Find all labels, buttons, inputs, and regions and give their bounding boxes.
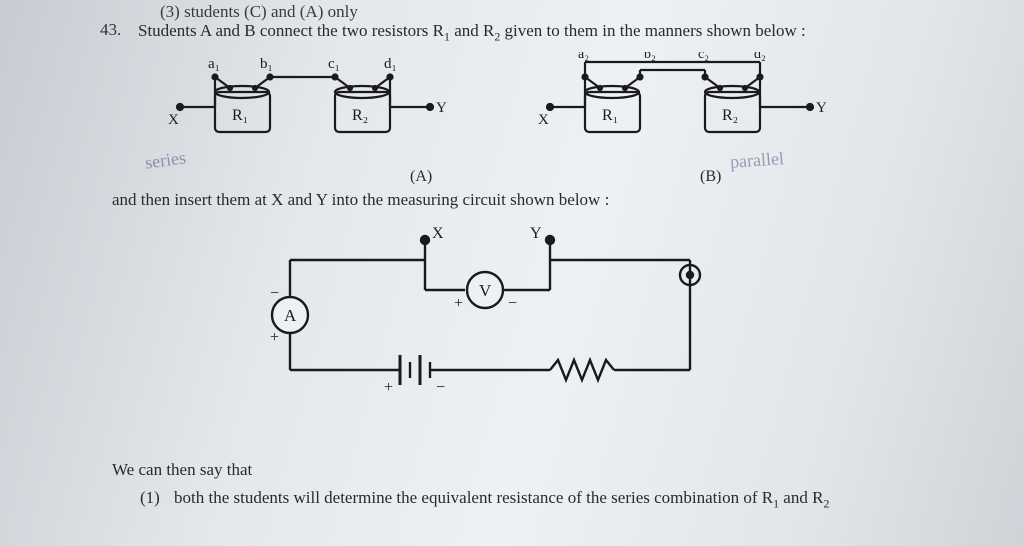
circuit-svg: A − + X Y V + −	[250, 220, 730, 410]
battery-plus: +	[384, 379, 393, 396]
voltmeter-label: V	[479, 281, 492, 300]
option-1-number: (1)	[140, 488, 166, 511]
diagA-b1: b₁	[260, 56, 273, 72]
diagA-R2: R₂	[352, 107, 368, 124]
qt-a: Students A and B connect the two resisto…	[138, 21, 444, 40]
battery-minus: −	[436, 379, 445, 396]
ammeter-minus: −	[270, 285, 279, 302]
page-scan: (3) students (C) and (A) only 43. Studen…	[0, 0, 1024, 546]
voltmeter-minus: −	[508, 295, 517, 312]
opt1-s2: 2	[823, 496, 829, 510]
ammeter-label: A	[284, 306, 297, 325]
ammeter-plus: +	[270, 329, 279, 346]
diagA-c1: c₁	[328, 56, 340, 72]
diagram-b-label: (B)	[700, 168, 721, 186]
diagA-d1: d₁	[384, 56, 397, 72]
mid-text: and then insert them at X and Y into the…	[112, 190, 609, 210]
bottom-lead: We can then say that	[112, 460, 252, 480]
option-1: (1) both the students will determine the…	[140, 488, 1010, 511]
diagB-a2: a₂	[578, 52, 589, 62]
question-text: Students A and B connect the two resisto…	[138, 20, 806, 44]
handwriting-parallel: parallel	[729, 148, 784, 173]
diagA-R1: R₁	[232, 107, 248, 124]
circuit-Y: Y	[530, 225, 542, 242]
diagB-X: X	[538, 112, 549, 128]
diagB-R2: R₂	[722, 107, 738, 124]
prev-question-fragment: (3) students (C) and (A) only	[160, 2, 358, 22]
diagB-R1: R₁	[602, 107, 618, 124]
question-row: 43. Students A and B connect the two res…	[100, 20, 1000, 44]
diagB-d2: d₂	[754, 52, 766, 62]
measuring-circuit: A − + X Y V + −	[250, 220, 730, 410]
circuit-X: X	[432, 225, 444, 242]
voltmeter-plus: +	[454, 295, 463, 312]
option-1-text: both the students will determine the equ…	[174, 488, 829, 511]
opt1-b: and R	[779, 488, 823, 507]
diagB-c2: c₂	[698, 52, 709, 62]
diagB-Y: Y	[816, 100, 827, 116]
diagA-a1: a₁	[208, 56, 220, 72]
diagram-a-label: (A)	[410, 168, 432, 186]
diagA-X: X	[168, 112, 179, 128]
qt-b: and R	[450, 21, 494, 40]
diagA-Y: Y	[436, 100, 447, 116]
opt1-a: both the students will determine the equ…	[174, 488, 773, 507]
question-number: 43.	[100, 20, 128, 40]
diagB-b2: b₂	[644, 52, 656, 62]
qt-c: given to them in the manners shown below…	[500, 21, 805, 40]
